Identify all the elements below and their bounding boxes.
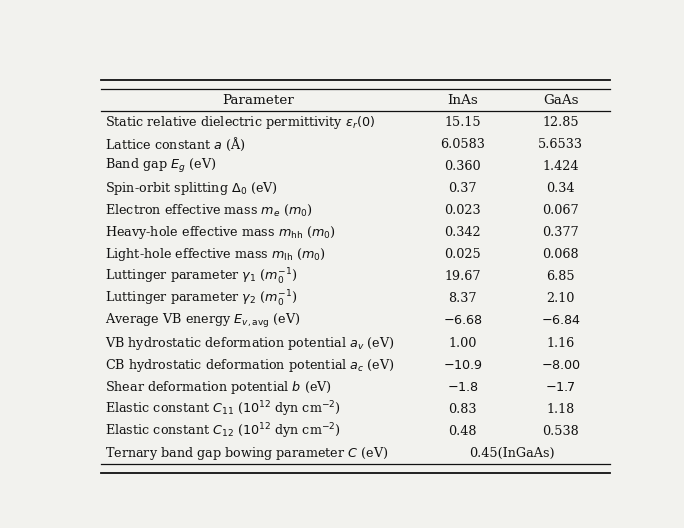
Text: Elastic constant $C_{12}$ ($10^{12}$ dyn cm$^{-2}$): Elastic constant $C_{12}$ ($10^{12}$ dyn… <box>105 422 341 441</box>
Text: Average VB energy $E_{v,\mathrm{avg}}$ (eV): Average VB energy $E_{v,\mathrm{avg}}$ (… <box>105 312 300 330</box>
Text: 0.023: 0.023 <box>445 204 481 217</box>
Text: 0.342: 0.342 <box>445 226 481 239</box>
Text: InAs: InAs <box>447 94 478 107</box>
Text: 0.83: 0.83 <box>449 403 477 416</box>
Text: 0.45(InGaAs): 0.45(InGaAs) <box>469 447 555 460</box>
Text: Shear deformation potential $b$ (eV): Shear deformation potential $b$ (eV) <box>105 379 332 395</box>
Text: Heavy-hole effective mass $m_{\mathrm{hh}}$ ($m_0$): Heavy-hole effective mass $m_{\mathrm{hh… <box>105 224 336 241</box>
Text: Luttinger parameter $\gamma_2$ ($m_0^{-1}$): Luttinger parameter $\gamma_2$ ($m_0^{-1… <box>105 289 298 309</box>
Text: Electron effective mass $m_e$ ($m_0$): Electron effective mass $m_e$ ($m_0$) <box>105 203 313 218</box>
Text: Ternary band gap bowing parameter $C$ (eV): Ternary band gap bowing parameter $C$ (e… <box>105 445 389 462</box>
Text: $-10.9$: $-10.9$ <box>443 359 483 372</box>
Text: Elastic constant $C_{11}$ ($10^{12}$ dyn cm$^{-2}$): Elastic constant $C_{11}$ ($10^{12}$ dyn… <box>105 400 341 419</box>
Text: 0.067: 0.067 <box>542 204 579 217</box>
Text: Static relative dielectric permittivity $\epsilon_r(0)$: Static relative dielectric permittivity … <box>105 114 375 130</box>
Text: 0.34: 0.34 <box>547 182 575 195</box>
Text: Band gap $E_g$ (eV): Band gap $E_g$ (eV) <box>105 157 216 175</box>
Text: 0.48: 0.48 <box>449 425 477 438</box>
Text: Light-hole effective mass $m_{\mathrm{lh}}$ ($m_0$): Light-hole effective mass $m_{\mathrm{lh… <box>105 246 326 263</box>
Text: 1.00: 1.00 <box>449 336 477 350</box>
Text: 15.15: 15.15 <box>445 116 481 129</box>
Text: 0.538: 0.538 <box>542 425 579 438</box>
Text: Parameter: Parameter <box>222 94 294 107</box>
Text: Luttinger parameter $\gamma_1$ ($m_0^{-1}$): Luttinger parameter $\gamma_1$ ($m_0^{-1… <box>105 267 298 287</box>
Text: 6.85: 6.85 <box>547 270 575 284</box>
Text: VB hydrostatic deformation potential $a_v$ (eV): VB hydrostatic deformation potential $a_… <box>105 335 395 352</box>
Text: $-6.68$: $-6.68$ <box>443 315 483 327</box>
Text: $-1.7$: $-1.7$ <box>545 381 576 394</box>
Text: $-6.84$: $-6.84$ <box>541 315 581 327</box>
Text: CB hydrostatic deformation potential $a_c$ (eV): CB hydrostatic deformation potential $a_… <box>105 356 395 374</box>
Text: 1.18: 1.18 <box>547 403 575 416</box>
Text: $-8.00$: $-8.00$ <box>540 359 581 372</box>
Text: GaAs: GaAs <box>543 94 579 107</box>
Text: 0.068: 0.068 <box>542 248 579 261</box>
Text: 0.37: 0.37 <box>449 182 477 195</box>
Text: 5.6533: 5.6533 <box>538 138 583 150</box>
Text: 0.377: 0.377 <box>542 226 579 239</box>
Text: 19.67: 19.67 <box>445 270 481 284</box>
Text: 2.10: 2.10 <box>547 293 575 305</box>
Text: $-1.8$: $-1.8$ <box>447 381 479 394</box>
Text: Spin-orbit splitting $\Delta_0$ (eV): Spin-orbit splitting $\Delta_0$ (eV) <box>105 180 278 197</box>
Text: Lattice constant $a$ (Å): Lattice constant $a$ (Å) <box>105 136 246 153</box>
Text: 1.16: 1.16 <box>547 336 575 350</box>
Text: 6.0583: 6.0583 <box>440 138 485 150</box>
Text: 1.424: 1.424 <box>542 160 579 173</box>
Text: 0.360: 0.360 <box>445 160 481 173</box>
Text: 12.85: 12.85 <box>542 116 579 129</box>
Text: 0.025: 0.025 <box>445 248 481 261</box>
Text: 8.37: 8.37 <box>449 293 477 305</box>
